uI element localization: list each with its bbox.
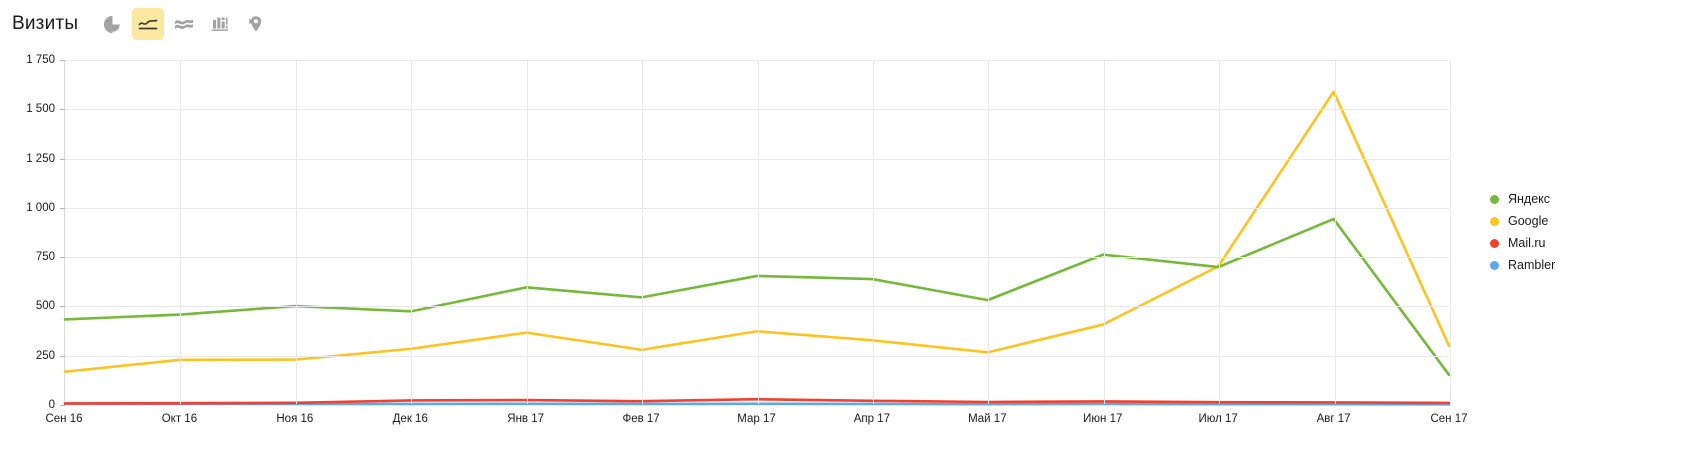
bar-chart-icon-button[interactable] [204,8,236,40]
legend-item-label: Яндекс [1508,192,1551,206]
gridline-vertical [1103,60,1105,404]
y-tick-label: 500 [35,300,55,313]
legend-item--[interactable]: Яндекс [1490,188,1680,210]
stacked-area-icon [174,16,194,32]
legend-color-dot [1490,194,1499,204]
line-chart-icon-button[interactable] [132,8,165,40]
stacked-area-icon-button[interactable] [168,8,200,40]
y-tick-label: 0 [48,399,55,411]
y-tick-mark [60,109,65,111]
x-axis: Сен 16 Окт 16 Ноя 16 Дек 16 Янв 17 Фев 17 Мар … [45,405,1467,429]
legend-item-rambler[interactable]: Rambler [1490,254,1680,276]
gridline-vertical [872,60,874,404]
y-tick-mark [60,257,65,259]
x-tick-label: Фев 17 [622,413,660,425]
y-tick-label: 1 000 [26,201,55,214]
x-tick-label: Мар 17 [737,413,776,425]
legend-item-google[interactable]: Google [1490,210,1680,232]
x-tick-label: Дек 16 [392,413,428,425]
map-pin-icon-button[interactable] [240,8,272,40]
gridline-vertical [988,60,990,404]
chart-header: Визиты [0,0,1692,48]
map-pin-icon [247,15,265,33]
pie-chart-icon-button[interactable] [96,8,128,40]
line-chart-icon [138,16,158,32]
y-tick-mark [60,306,65,308]
gridline-vertical [411,60,413,404]
chart-type-toolbar [96,8,272,40]
y-tick-mark [60,355,65,357]
legend-color-dot [1490,216,1499,226]
series-line-mail-ru [65,399,1449,403]
legend-item-label: Mail.ru [1508,236,1546,250]
legend-color-dot [1490,238,1499,248]
plot-canvas [60,60,1451,406]
gridline-horizontal [65,306,1449,308]
legend-color-dot [1490,260,1499,270]
y-tick-mark [60,60,65,61]
x-tick-label: Ноя 16 [276,413,314,425]
y-tick-label: 250 [35,349,55,362]
gridline-horizontal [65,257,1449,259]
x-tick-label: Авг 17 [1316,413,1351,425]
gridline-vertical [1334,60,1336,404]
pie-chart-icon [103,15,121,33]
y-tick-label: 750 [35,251,55,264]
legend: Яндекс Google Mail.ru Rambler [1490,188,1680,276]
y-tick-label: 1 250 [26,152,55,165]
legend-item-label: Google [1508,214,1549,228]
gridline-vertical [1450,60,1451,404]
plot-area [60,60,1451,406]
gridline-vertical [526,60,528,404]
gridline-horizontal [65,60,1449,61]
x-tick-label: Апр 17 [853,413,891,425]
x-tick-label: Май 17 [968,413,1007,425]
gridline-horizontal [65,355,1449,357]
y-tick-label: 1 750 [26,54,55,66]
gridline-horizontal [65,158,1449,160]
page-title: Визиты [12,13,79,34]
x-tick-label: Янв 17 [507,413,545,425]
y-tick-label: 1 500 [26,103,55,116]
series-lines [65,60,1449,405]
x-tick-label: Окт 16 [161,413,198,425]
bar-chart-icon [211,16,229,32]
gridline-vertical [180,60,182,404]
legend-item-label: Rambler [1508,258,1556,272]
x-tick-label: Июн 17 [1083,413,1123,425]
y-tick-mark [60,207,65,209]
gridline-vertical [1219,60,1221,404]
gridline-vertical [295,60,297,404]
gridline-vertical [757,60,759,404]
gridline-horizontal [65,109,1449,111]
x-tick-label: Июл 17 [1198,413,1238,425]
series-line-- [65,219,1449,375]
gridline-horizontal [65,207,1449,209]
x-tick-label: Сен 17 [1430,413,1468,425]
y-tick-mark [60,405,65,406]
y-axis: 0 250 500 750 1 000 1 250 1 500 1 750 [0,54,56,411]
gridline-vertical [642,60,644,404]
legend-item-mail-ru[interactable]: Mail.ru [1490,232,1680,254]
y-tick-mark [60,158,65,160]
x-tick-label: Сен 16 [45,413,83,425]
